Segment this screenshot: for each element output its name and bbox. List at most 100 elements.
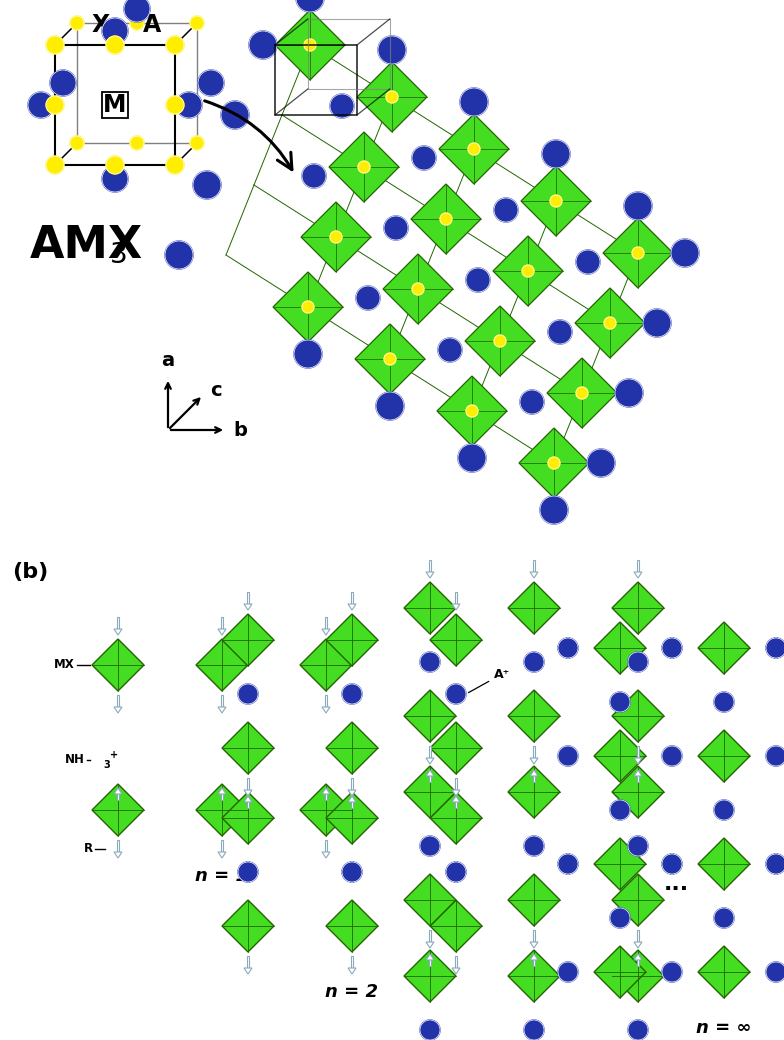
Circle shape	[662, 746, 682, 766]
Text: a: a	[162, 350, 175, 370]
Text: AMX: AMX	[30, 224, 143, 266]
Bar	[429, 560, 431, 572]
Bar	[429, 930, 431, 942]
Polygon shape	[196, 784, 248, 836]
Polygon shape	[698, 946, 750, 998]
Polygon shape	[437, 376, 507, 446]
Polygon shape	[322, 629, 330, 635]
Circle shape	[524, 836, 544, 856]
Circle shape	[342, 862, 362, 882]
Bar	[117, 788, 119, 800]
Bar	[221, 617, 223, 629]
Polygon shape	[218, 707, 226, 713]
Polygon shape	[465, 306, 535, 376]
Polygon shape	[530, 770, 538, 776]
Circle shape	[412, 146, 436, 170]
Circle shape	[460, 88, 488, 116]
Polygon shape	[439, 114, 509, 184]
Polygon shape	[244, 790, 252, 796]
Polygon shape	[222, 900, 274, 952]
Text: 2−: 2−	[105, 656, 120, 666]
Circle shape	[438, 338, 462, 362]
Polygon shape	[508, 874, 560, 926]
Bar	[351, 796, 353, 808]
Circle shape	[628, 652, 648, 672]
Circle shape	[587, 449, 615, 477]
Bar	[637, 770, 639, 782]
Bar	[325, 695, 327, 707]
Polygon shape	[426, 942, 434, 948]
Circle shape	[632, 246, 644, 259]
Circle shape	[106, 156, 124, 174]
Circle shape	[524, 652, 544, 672]
Circle shape	[524, 1020, 544, 1040]
Text: +: +	[110, 751, 118, 760]
Polygon shape	[196, 639, 248, 691]
Polygon shape	[222, 722, 274, 774]
Bar	[455, 778, 457, 790]
Bar	[637, 746, 639, 758]
Circle shape	[384, 353, 396, 365]
Circle shape	[610, 800, 630, 820]
Circle shape	[124, 0, 150, 22]
Circle shape	[28, 92, 54, 118]
Polygon shape	[698, 730, 750, 782]
Bar	[637, 930, 639, 942]
Circle shape	[50, 70, 76, 96]
Circle shape	[540, 496, 568, 524]
Circle shape	[446, 684, 466, 704]
Text: (b): (b)	[12, 562, 49, 582]
Polygon shape	[404, 766, 456, 818]
Polygon shape	[594, 946, 646, 998]
Polygon shape	[92, 639, 144, 691]
Polygon shape	[404, 690, 456, 742]
Polygon shape	[430, 722, 482, 774]
Circle shape	[766, 746, 784, 766]
Circle shape	[46, 36, 64, 54]
Polygon shape	[244, 968, 252, 974]
Polygon shape	[430, 792, 482, 844]
Circle shape	[628, 1020, 648, 1040]
Circle shape	[330, 94, 354, 118]
Polygon shape	[452, 790, 460, 796]
Circle shape	[643, 309, 671, 337]
Polygon shape	[348, 790, 356, 796]
Circle shape	[558, 962, 578, 982]
Polygon shape	[430, 614, 482, 666]
Polygon shape	[322, 788, 330, 794]
Polygon shape	[493, 236, 563, 306]
Circle shape	[610, 692, 630, 712]
Circle shape	[766, 638, 784, 658]
Circle shape	[440, 213, 452, 225]
Circle shape	[766, 962, 784, 982]
Circle shape	[70, 16, 84, 30]
Circle shape	[302, 164, 326, 188]
Polygon shape	[114, 707, 122, 713]
Bar	[351, 592, 353, 604]
Circle shape	[604, 317, 616, 329]
Circle shape	[166, 36, 184, 54]
Bar	[221, 840, 223, 852]
Circle shape	[766, 854, 784, 874]
Circle shape	[221, 101, 249, 129]
Bar	[429, 770, 431, 782]
Bar	[221, 695, 223, 707]
Bar	[429, 746, 431, 758]
Polygon shape	[92, 784, 144, 836]
Circle shape	[548, 457, 560, 469]
Circle shape	[378, 36, 406, 64]
Circle shape	[662, 638, 682, 658]
Circle shape	[412, 283, 424, 295]
Text: n = ∞: n = ∞	[696, 1019, 752, 1037]
Polygon shape	[300, 639, 352, 691]
Circle shape	[166, 96, 184, 114]
Bar	[102, 92, 128, 118]
Bar	[455, 592, 457, 604]
Polygon shape	[530, 954, 538, 960]
Circle shape	[494, 198, 518, 222]
Text: 4: 4	[97, 665, 103, 675]
Text: A⁺: A⁺	[468, 668, 510, 693]
Polygon shape	[404, 582, 456, 634]
Circle shape	[550, 196, 562, 207]
Circle shape	[46, 96, 64, 114]
